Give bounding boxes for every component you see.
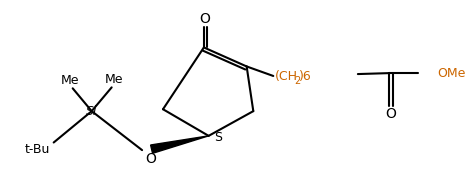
Text: )6: )6 xyxy=(299,70,311,83)
Text: t-Bu: t-Bu xyxy=(25,143,50,156)
Text: (CH: (CH xyxy=(275,70,298,83)
Polygon shape xyxy=(151,136,209,153)
Text: Me: Me xyxy=(104,73,123,86)
Text: Me: Me xyxy=(61,74,79,87)
Text: 2: 2 xyxy=(294,76,300,86)
Text: S: S xyxy=(214,131,222,144)
Text: O: O xyxy=(386,107,396,121)
Text: O: O xyxy=(199,12,210,26)
Text: O: O xyxy=(145,152,156,166)
Text: OMe: OMe xyxy=(437,67,465,80)
Text: Si: Si xyxy=(86,105,98,118)
